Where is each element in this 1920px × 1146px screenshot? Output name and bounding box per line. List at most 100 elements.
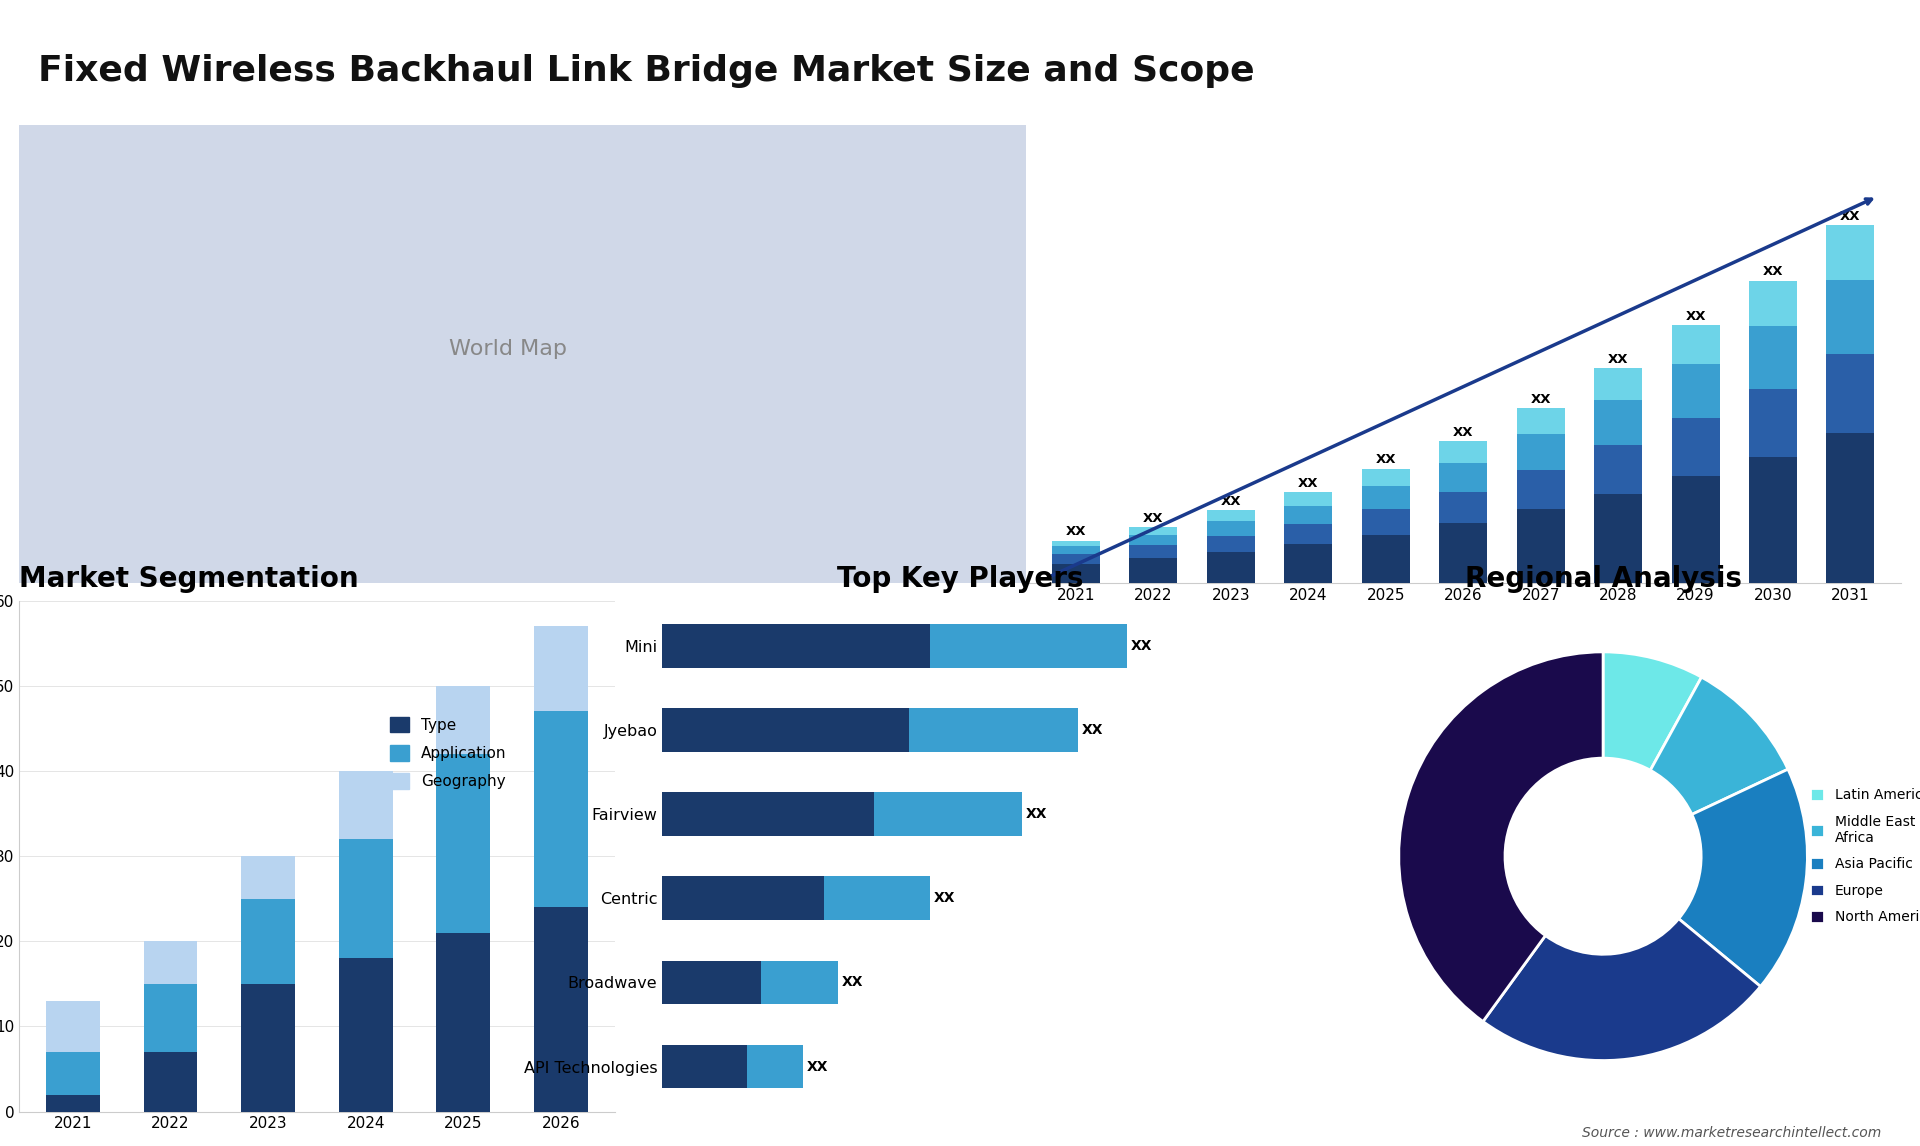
- Bar: [534, 712, 588, 908]
- Bar: [436, 686, 490, 754]
- Bar: [1208, 535, 1256, 552]
- Bar: [662, 1045, 747, 1089]
- Bar: [662, 877, 824, 920]
- Bar: [1672, 364, 1720, 418]
- Bar: [1440, 492, 1488, 523]
- Text: XX: XX: [1453, 426, 1473, 439]
- Bar: [144, 1052, 198, 1112]
- Text: Fixed Wireless Backhaul Link Bridge Market Size and Scope: Fixed Wireless Backhaul Link Bridge Mark…: [38, 54, 1254, 88]
- Bar: [46, 1000, 100, 1052]
- Bar: [1594, 400, 1642, 445]
- Bar: [242, 984, 296, 1112]
- Bar: [662, 708, 908, 752]
- Bar: [1594, 494, 1642, 583]
- Bar: [1672, 477, 1720, 583]
- Text: XX: XX: [1530, 393, 1551, 406]
- Bar: [1440, 463, 1488, 492]
- Bar: [1440, 441, 1488, 463]
- Bar: [1672, 418, 1720, 477]
- Text: XX: XX: [1025, 807, 1046, 822]
- Bar: [1129, 535, 1177, 545]
- Bar: [1517, 408, 1565, 434]
- Bar: [1826, 354, 1874, 433]
- Bar: [1594, 368, 1642, 400]
- Bar: [1129, 558, 1177, 583]
- Bar: [662, 960, 760, 1004]
- Text: XX: XX: [843, 975, 864, 989]
- Bar: [1052, 555, 1100, 564]
- Wedge shape: [1678, 769, 1807, 987]
- Text: Source : www.marketresearchintellect.com: Source : www.marketresearchintellect.com: [1582, 1127, 1882, 1140]
- Bar: [338, 771, 392, 839]
- Bar: [1517, 471, 1565, 510]
- Bar: [1284, 544, 1332, 583]
- Bar: [1052, 547, 1100, 555]
- Bar: [242, 898, 296, 984]
- Bar: [1826, 280, 1874, 354]
- Bar: [338, 839, 392, 958]
- Bar: [242, 856, 296, 898]
- Bar: [874, 792, 1021, 837]
- Bar: [1517, 434, 1565, 471]
- Bar: [46, 1052, 100, 1094]
- Bar: [824, 877, 929, 920]
- Bar: [747, 1045, 803, 1089]
- Bar: [1826, 225, 1874, 280]
- Text: XX: XX: [1607, 353, 1628, 366]
- Legend: Type, Application, Geography: Type, Application, Geography: [384, 711, 513, 795]
- Bar: [46, 1094, 100, 1112]
- Bar: [1208, 552, 1256, 583]
- Text: XX: XX: [1131, 638, 1152, 653]
- Bar: [144, 941, 198, 984]
- Bar: [1440, 523, 1488, 583]
- Bar: [1129, 527, 1177, 535]
- Bar: [1361, 535, 1409, 583]
- Bar: [1284, 524, 1332, 544]
- Bar: [662, 792, 874, 837]
- Bar: [1361, 486, 1409, 510]
- Bar: [1052, 541, 1100, 547]
- Bar: [1361, 510, 1409, 535]
- Title: Top Key Players: Top Key Players: [837, 565, 1083, 592]
- Legend: Latin America, Middle East &
Africa, Asia Pacific, Europe, North America: Latin America, Middle East & Africa, Asi…: [1805, 783, 1920, 929]
- Bar: [1826, 433, 1874, 583]
- Text: XX: XX: [933, 892, 954, 905]
- Bar: [760, 960, 839, 1004]
- Text: XX: XX: [1298, 477, 1319, 489]
- Bar: [1361, 469, 1409, 486]
- Wedge shape: [1651, 677, 1788, 815]
- Bar: [436, 754, 490, 933]
- Title: Regional Analysis: Regional Analysis: [1465, 565, 1741, 592]
- Bar: [1129, 545, 1177, 558]
- Bar: [1284, 492, 1332, 505]
- Text: World Map: World Map: [449, 339, 566, 359]
- Bar: [1284, 505, 1332, 524]
- Bar: [1594, 445, 1642, 494]
- Bar: [1517, 510, 1565, 583]
- Bar: [1749, 281, 1797, 327]
- Bar: [1208, 521, 1256, 535]
- Bar: [436, 933, 490, 1112]
- Bar: [1749, 388, 1797, 457]
- Text: XX: XX: [1686, 311, 1705, 323]
- Bar: [929, 625, 1127, 668]
- Bar: [534, 908, 588, 1112]
- Wedge shape: [1603, 652, 1701, 770]
- Bar: [908, 708, 1079, 752]
- Bar: [662, 625, 929, 668]
- Text: XX: XX: [1221, 495, 1240, 508]
- Bar: [534, 627, 588, 712]
- Bar: [1052, 564, 1100, 583]
- Text: XX: XX: [1375, 453, 1396, 466]
- Bar: [1672, 325, 1720, 364]
- Text: Market Segmentation: Market Segmentation: [19, 565, 359, 592]
- Bar: [338, 958, 392, 1112]
- Text: XX: XX: [1839, 210, 1860, 222]
- Text: XX: XX: [1142, 511, 1164, 525]
- Wedge shape: [1400, 652, 1603, 1021]
- Text: XX: XX: [1066, 525, 1087, 539]
- Bar: [1208, 510, 1256, 521]
- Text: XX: XX: [1081, 723, 1104, 737]
- Bar: [144, 984, 198, 1052]
- Wedge shape: [1482, 919, 1761, 1060]
